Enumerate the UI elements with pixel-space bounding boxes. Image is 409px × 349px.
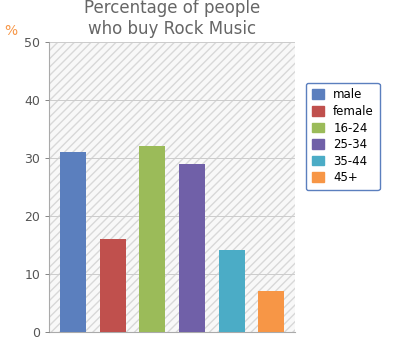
Bar: [218, 251, 244, 332]
Text: %: %: [4, 24, 17, 38]
Bar: [99, 239, 125, 332]
Legend: male, female, 16-24, 25-34, 35-44, 45+: male, female, 16-24, 25-34, 35-44, 45+: [305, 83, 379, 190]
Bar: [179, 164, 204, 332]
Bar: [258, 291, 283, 332]
Bar: [49, 42, 294, 332]
Bar: [139, 146, 165, 332]
Bar: [60, 152, 86, 332]
Title: Percentage of people
who buy Rock Music: Percentage of people who buy Rock Music: [84, 0, 260, 38]
